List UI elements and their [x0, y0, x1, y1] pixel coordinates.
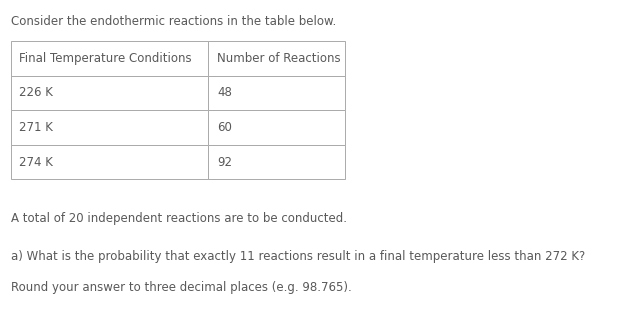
Bar: [208, 145, 345, 179]
Bar: [208, 110, 345, 145]
Bar: [208, 76, 345, 110]
Text: Consider the endothermic reactions in the table below.: Consider the endothermic reactions in th…: [11, 15, 337, 28]
Bar: [208, 41, 345, 76]
Text: 226 K: 226 K: [19, 87, 53, 99]
Text: 60: 60: [217, 121, 232, 134]
Text: Final Temperature Conditions: Final Temperature Conditions: [19, 52, 191, 65]
Bar: [11, 110, 208, 145]
Text: Round your answer to three decimal places (e.g. 98.765).: Round your answer to three decimal place…: [11, 281, 352, 294]
Bar: [11, 76, 208, 110]
Text: Number of Reactions: Number of Reactions: [217, 52, 341, 65]
Text: 92: 92: [217, 156, 232, 168]
Text: 48: 48: [217, 87, 232, 99]
Bar: [11, 145, 208, 179]
Text: A total of 20 independent reactions are to be conducted.: A total of 20 independent reactions are …: [11, 212, 347, 225]
Bar: [11, 41, 208, 76]
Text: a) What is the probability that exactly 11 reactions result in a final temperatu: a) What is the probability that exactly …: [11, 250, 586, 263]
Text: 271 K: 271 K: [19, 121, 53, 134]
Text: 274 K: 274 K: [19, 156, 53, 168]
